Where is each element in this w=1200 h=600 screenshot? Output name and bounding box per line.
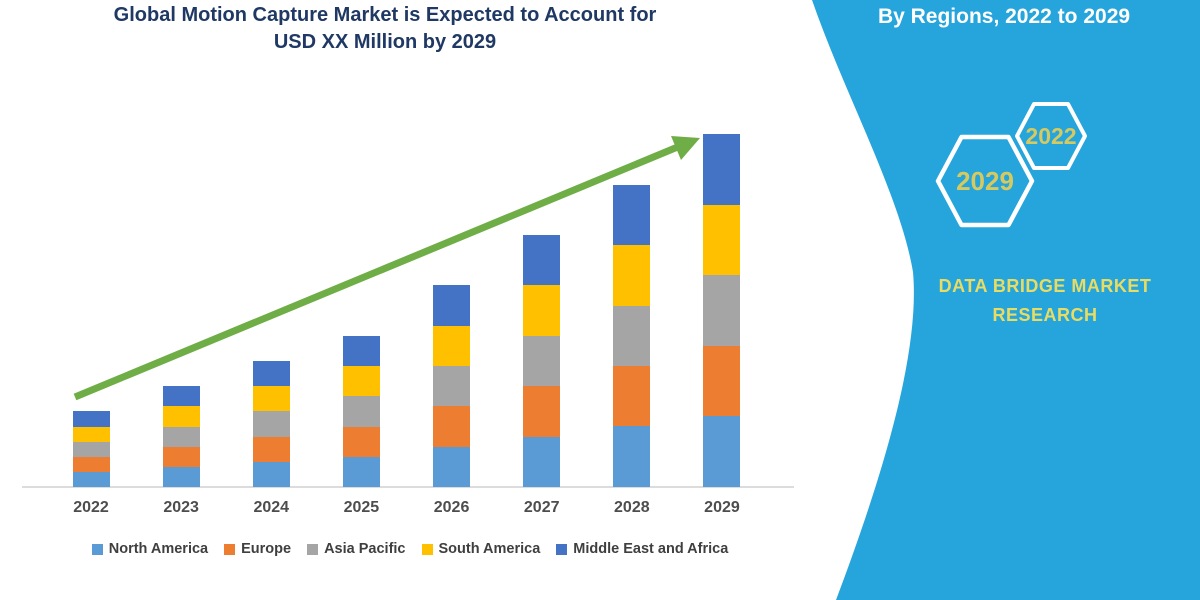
trend-arrow bbox=[73, 136, 700, 401]
chart-title-line2: USD XX Million by 2029 bbox=[273, 31, 497, 53]
legend-label: Europe bbox=[241, 541, 292, 557]
bar-segment-south-america bbox=[703, 204, 741, 276]
hexagon-2022 bbox=[1015, 102, 1087, 170]
legend-label: Asia Pacific bbox=[324, 541, 406, 557]
bar-segment-middle-east-and-africa bbox=[523, 235, 561, 286]
bar-segment-middle-east-and-africa bbox=[72, 411, 110, 427]
legend-item-north-america: North America bbox=[91, 541, 209, 557]
chart-title-line1: Global Motion Capture Market is Expected… bbox=[113, 4, 657, 26]
bar-segment-europe bbox=[613, 366, 651, 427]
legend-item-south-america: South America bbox=[421, 541, 541, 557]
legend-swatch-icon bbox=[224, 543, 236, 555]
bar-segment-middle-east-and-africa bbox=[613, 184, 651, 246]
trend-arrow-head bbox=[671, 136, 700, 160]
bar-segment-north-america bbox=[162, 466, 200, 487]
stacked-bar-2026 bbox=[433, 285, 471, 487]
brand-logo-text: DATA BRIDGE MARKET RESEARCH bbox=[895, 272, 1195, 330]
chart-legend: North America Europe Asia Pacific South Ame… bbox=[30, 541, 790, 557]
stacked-bar-2024 bbox=[252, 361, 290, 487]
x-axis-label-2025: 2025 bbox=[343, 499, 380, 516]
stacked-bar-2025 bbox=[342, 335, 380, 487]
bar-segment-south-america bbox=[523, 285, 561, 336]
x-axis-line bbox=[22, 486, 794, 488]
brand-line2: RESEARCH bbox=[992, 305, 1098, 325]
legend-swatch-icon bbox=[91, 543, 103, 555]
x-axis-label-2022: 2022 bbox=[73, 499, 109, 516]
bar-segment-asia-pacific bbox=[162, 426, 200, 447]
bar-segment-asia-pacific bbox=[703, 275, 741, 346]
bar-segment-south-america bbox=[613, 245, 651, 306]
stacked-bar-2023 bbox=[162, 386, 200, 487]
bar-chart: 2022 2023 2024 2025 2026 2027 2028 2029 North Am… bbox=[22, 95, 794, 575]
sidebar-panel-shape bbox=[812, 0, 1200, 600]
x-axis-label-2023: 2023 bbox=[163, 499, 199, 516]
x-axis-label-2028: 2028 bbox=[614, 499, 650, 516]
bar-segment-asia-pacific bbox=[523, 335, 561, 387]
legend-item-europe: Europe bbox=[224, 541, 291, 557]
bar-segment-south-america bbox=[433, 325, 471, 367]
legend-item-middle-east-and-africa: Middle East and Africa bbox=[556, 541, 728, 557]
stacked-bar-2027 bbox=[523, 235, 561, 487]
bar-segment-europe bbox=[523, 386, 561, 437]
bar-segment-south-america bbox=[342, 366, 380, 397]
hexagon-2029-label: 2029 bbox=[956, 166, 1014, 196]
bar-segment-asia-pacific bbox=[72, 441, 110, 457]
stacked-bar-2029 bbox=[703, 134, 741, 487]
stacked-bar-2022 bbox=[72, 411, 110, 487]
bar-segment-south-america bbox=[72, 426, 110, 442]
legend-label: North America bbox=[108, 541, 209, 557]
legend-swatch-icon bbox=[307, 543, 319, 555]
bar-segment-middle-east-and-africa bbox=[162, 386, 200, 407]
bar-segment-north-america bbox=[433, 446, 471, 487]
legend-item-asia-pacific: Asia Pacific bbox=[307, 541, 406, 557]
bar-segment-north-america bbox=[342, 456, 380, 487]
legend-label: Middle East and Africa bbox=[573, 541, 729, 557]
brand-line1: DATA BRIDGE MARKET bbox=[938, 276, 1152, 296]
x-axis-label-2026: 2026 bbox=[433, 499, 470, 516]
bar-segment-middle-east-and-africa bbox=[252, 361, 290, 387]
bar-segment-middle-east-and-africa bbox=[703, 134, 741, 205]
bar-segment-asia-pacific bbox=[613, 305, 651, 366]
bar-segment-europe bbox=[72, 456, 110, 472]
bar-segment-north-america bbox=[613, 426, 651, 487]
hexagon-2022-label: 2022 bbox=[1025, 123, 1076, 149]
chart-title: Global Motion Capture Market is Expected… bbox=[65, 2, 705, 56]
bar-segment-north-america bbox=[703, 416, 741, 487]
x-axis-label-2024: 2024 bbox=[253, 499, 290, 516]
bar-segment-north-america bbox=[72, 471, 110, 487]
legend-label: South America bbox=[438, 541, 541, 557]
bar-segment-asia-pacific bbox=[433, 366, 471, 407]
bar-segment-middle-east-and-africa bbox=[342, 335, 380, 367]
stacked-bar-2028 bbox=[613, 184, 651, 487]
x-axis-label-2029: 2029 bbox=[704, 499, 740, 516]
bar-segment-europe bbox=[703, 345, 741, 417]
bar-segment-europe bbox=[433, 406, 471, 447]
hexagon-2029 bbox=[935, 134, 1035, 228]
bar-segment-europe bbox=[342, 426, 380, 457]
bar-segment-europe bbox=[252, 436, 290, 462]
bar-segment-north-america bbox=[252, 461, 290, 487]
legend-swatch-icon bbox=[421, 543, 433, 555]
legend-swatch-icon bbox=[556, 543, 568, 555]
bar-segment-south-america bbox=[162, 406, 200, 427]
bar-segment-north-america bbox=[523, 436, 561, 487]
bar-segment-asia-pacific bbox=[252, 411, 290, 437]
bar-segment-europe bbox=[162, 446, 200, 467]
bar-segment-asia-pacific bbox=[342, 396, 380, 427]
bar-segment-south-america bbox=[252, 386, 290, 412]
bar-segment-middle-east-and-africa bbox=[433, 285, 471, 326]
x-axis-label-2027: 2027 bbox=[523, 499, 560, 516]
sidebar-heading: By Regions, 2022 to 2029 bbox=[877, 5, 1131, 28]
